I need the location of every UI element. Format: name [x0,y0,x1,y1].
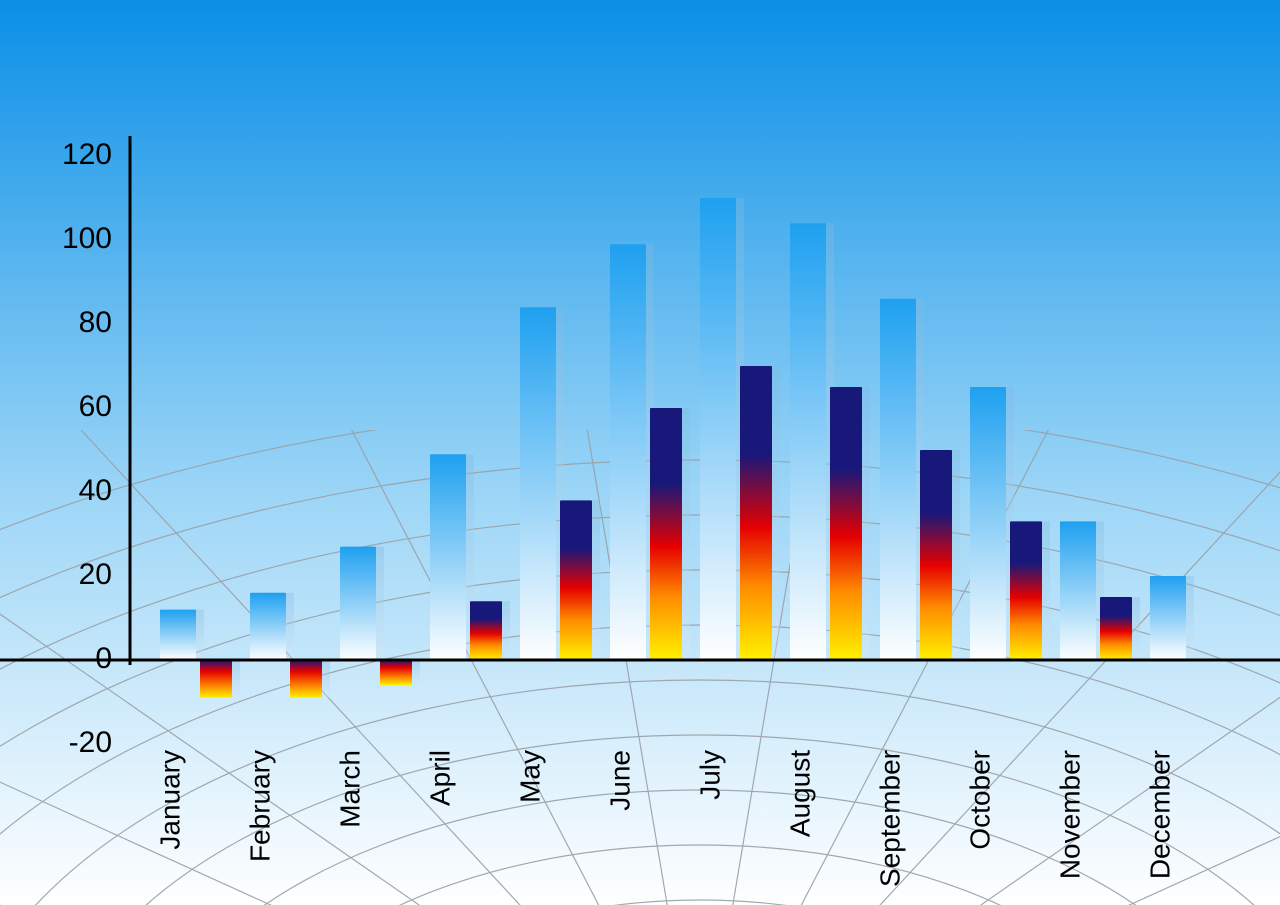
series1-bar [880,299,916,660]
series1-bar [790,223,826,660]
chart-container: -20 0 20 40 60 80 100 120 January February March A… [0,0,1280,905]
series1-bar [1060,521,1096,660]
series2-bar [560,500,592,660]
x-category-label: May [514,750,545,803]
x-category-label: October [964,750,995,850]
series2-bar [1010,521,1042,660]
x-category-label: June [604,750,635,811]
x-category-label: August [784,750,815,837]
x-category-label: March [334,750,365,828]
series2-bar [380,660,412,685]
series1-bar [160,610,196,660]
y-tick-label: 80 [79,306,112,339]
y-tick-label: -20 [69,726,112,759]
y-tick-label: 60 [79,390,112,423]
series1-bar [520,307,556,660]
y-tick-label: 120 [62,138,112,171]
chart-svg: -20 0 20 40 60 80 100 120 January February March A… [0,0,1280,905]
y-tick-label: 40 [79,474,112,507]
series2-bar [200,660,232,698]
x-category-label: January [154,750,185,850]
series2-bar [920,450,952,660]
y-tick-label: 0 [95,642,112,675]
x-category-label: December [1144,750,1175,879]
x-category-label: November [1054,750,1085,879]
series1-bar [340,547,376,660]
series2-bar [740,366,772,660]
x-category-label: July [694,750,725,800]
y-tick-label: 100 [62,222,112,255]
series2-bar [470,601,502,660]
x-category-label: September [874,750,905,887]
series2-bar [1100,597,1132,660]
series2-bar [290,660,322,698]
y-tick-label: 20 [79,558,112,591]
series1-bar [430,454,466,660]
series1-bar [250,593,286,660]
series1-bar [700,198,736,660]
x-category-label: February [244,750,275,862]
series2-bar [830,387,862,660]
series1-bar [970,387,1006,660]
series1-bar [610,244,646,660]
series1-bar [1150,576,1186,660]
bar-group [1150,576,1194,660]
x-category-label: April [424,750,455,806]
series2-bar [650,408,682,660]
